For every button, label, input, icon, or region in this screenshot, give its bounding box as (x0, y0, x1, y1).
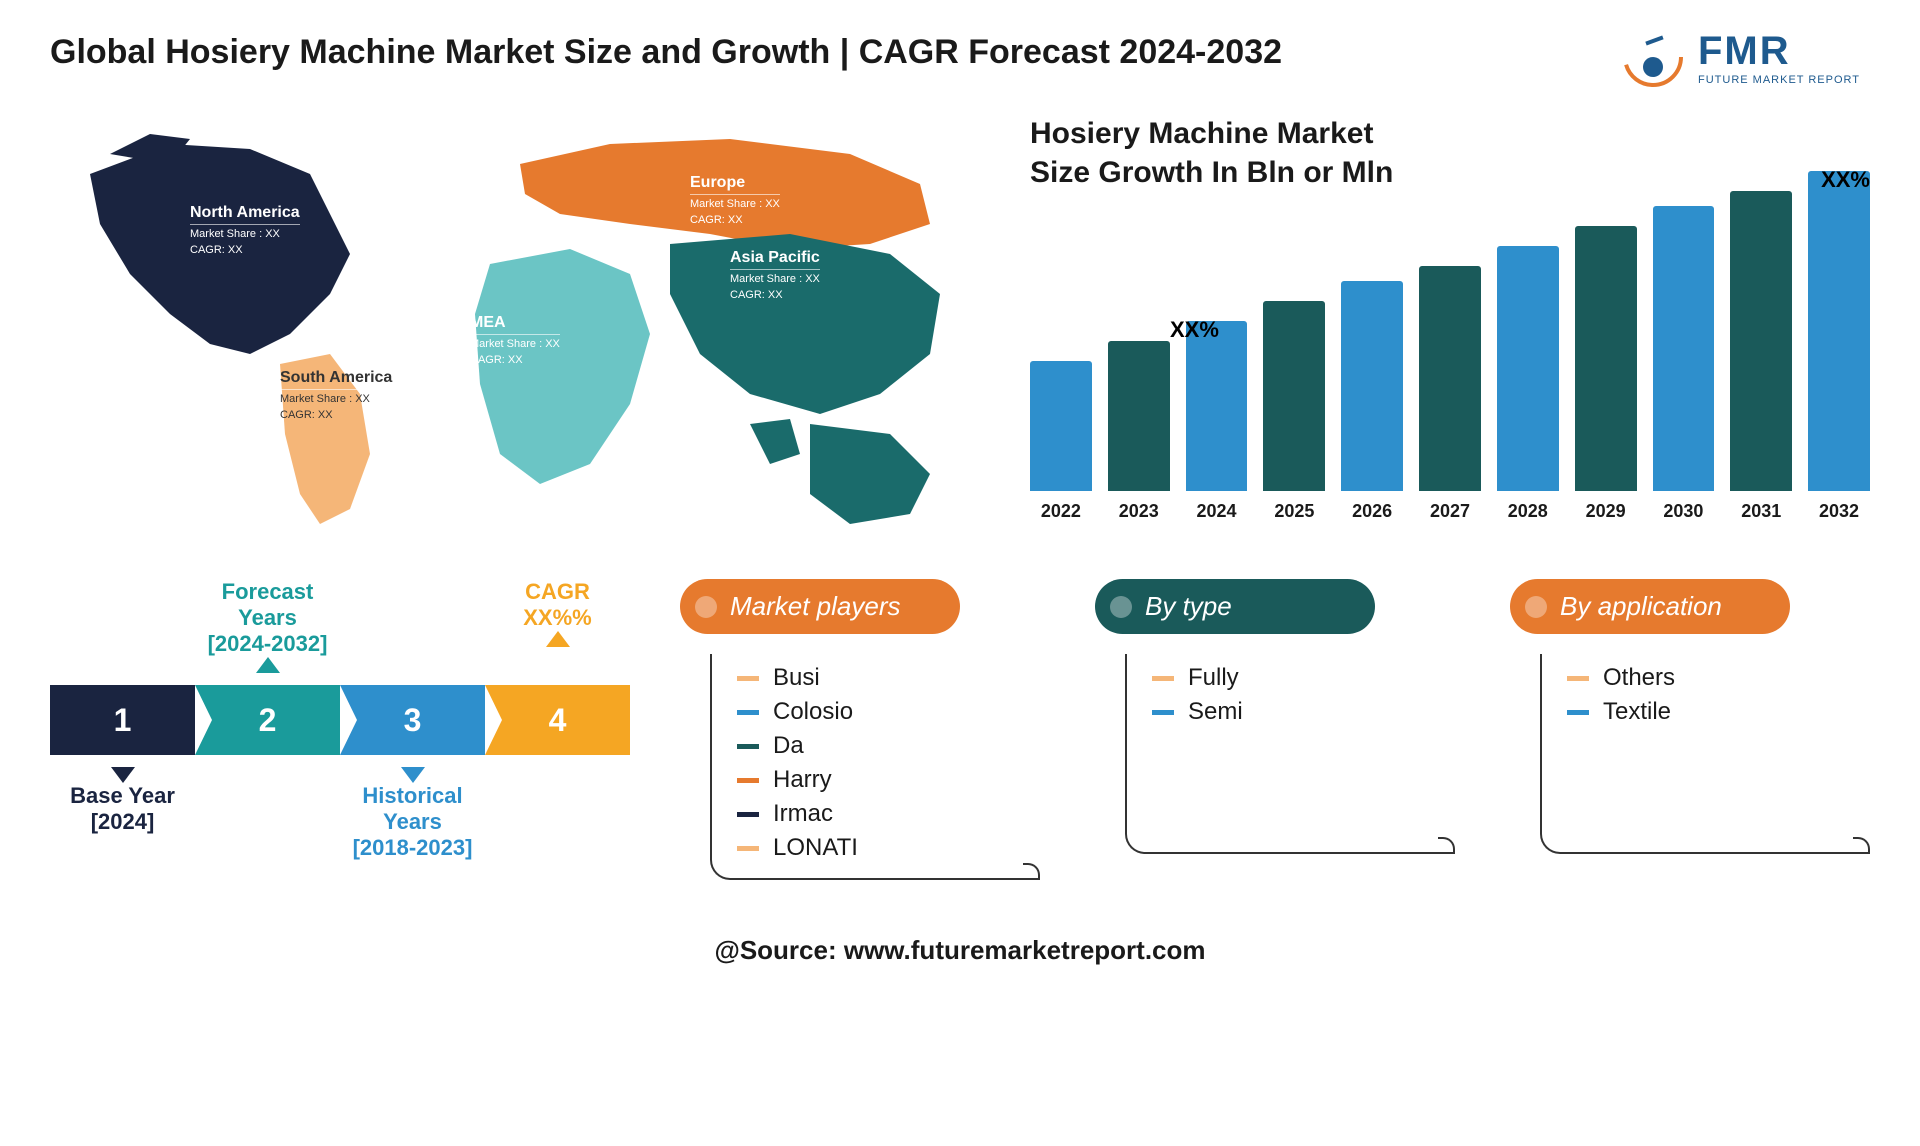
timeline-seg-1: 1 (50, 685, 195, 755)
pill-header: By type (1095, 579, 1375, 634)
cagr-title: CAGR (525, 579, 590, 604)
chart-first-annot: XX% (1170, 317, 1219, 343)
pill-header: By application (1510, 579, 1790, 634)
bar-2027: 2027 (1419, 266, 1481, 522)
region-north-america: North AmericaMarket Share : XXCAGR: XX (190, 204, 300, 258)
pill-item: Semi (1152, 698, 1455, 726)
logo-icon (1621, 25, 1686, 90)
pill-item: Others (1567, 664, 1870, 692)
bar-2028: 2028 (1497, 246, 1559, 522)
region-south-america: South AmericaMarket Share : XXCAGR: XX (280, 369, 392, 423)
bar-2026: 2026 (1341, 281, 1403, 522)
hist-range: [2018-2023] (353, 835, 473, 860)
pill-item: LONATI (737, 834, 1040, 862)
region-europe: EuropeMarket Share : XXCAGR: XX (690, 174, 780, 228)
logo-text-sub: FUTURE MARKET REPORT (1698, 74, 1860, 86)
pill-item: Colosio (737, 698, 1040, 726)
base-range: [2024] (91, 809, 155, 834)
pill-header: Market players (680, 579, 960, 634)
bar-2031: 2031 (1730, 191, 1792, 522)
pill-group-by-type: By type Fully Semi (1095, 579, 1455, 880)
region-mea: MEAMarket Share : XXCAGR: XX (470, 314, 560, 368)
world-map: North AmericaMarket Share : XXCAGR: XX So… (50, 114, 970, 534)
bar-2029: 2029 (1575, 226, 1637, 522)
growth-chart: Hosiery Machine Market Size Growth In Bl… (1010, 114, 1870, 534)
pill-item: Harry (737, 766, 1040, 794)
timeline-seg-4: 4 (485, 685, 630, 755)
fmr-logo: FMR FUTURE MARKET REPORT (1621, 25, 1860, 90)
pill-item: Da (737, 732, 1040, 760)
bar-2032: 2032 (1808, 171, 1870, 522)
forecast-range: [2024-2032] (208, 631, 328, 656)
source-text: @Source: www.futuremarketreport.com (50, 935, 1870, 966)
bar-2022: 2022 (1030, 361, 1092, 522)
page-title: Global Hosiery Machine Market Size and G… (50, 30, 1450, 74)
pill-item: Irmac (737, 800, 1040, 828)
timeline-seg-2: 2 (195, 685, 340, 755)
timeline-seg-3: 3 (340, 685, 485, 755)
logo-text-main: FMR (1698, 29, 1860, 74)
hist-title: Historical Years (362, 783, 462, 834)
cagr-value: XX%% (523, 605, 591, 630)
region-asia-pacific: Asia PacificMarket Share : XXCAGR: XX (730, 249, 820, 303)
forecast-title: Forecast Years (222, 579, 314, 630)
bar-2025: 2025 (1263, 301, 1325, 522)
pill-item: Textile (1567, 698, 1870, 726)
base-title: Base Year (70, 783, 175, 808)
timeline: Forecast Years [2024-2032] CAGR XX%% 1 2… (50, 579, 630, 880)
chart-title: Hosiery Machine Market Size Growth In Bl… (1030, 114, 1410, 192)
bar-2030: 2030 (1653, 206, 1715, 522)
chart-last-annot: XX% (1821, 167, 1870, 193)
pill-group-by-application: By application Others Textile (1510, 579, 1870, 880)
bar-2024: 2024 (1186, 321, 1248, 522)
bar-2023: 2023 (1108, 341, 1170, 522)
pill-item: Busi (737, 664, 1040, 692)
pill-group-market-players: Market players Busi Colosio Da Harry Irmac LON… (680, 579, 1040, 880)
pill-item: Fully (1152, 664, 1455, 692)
